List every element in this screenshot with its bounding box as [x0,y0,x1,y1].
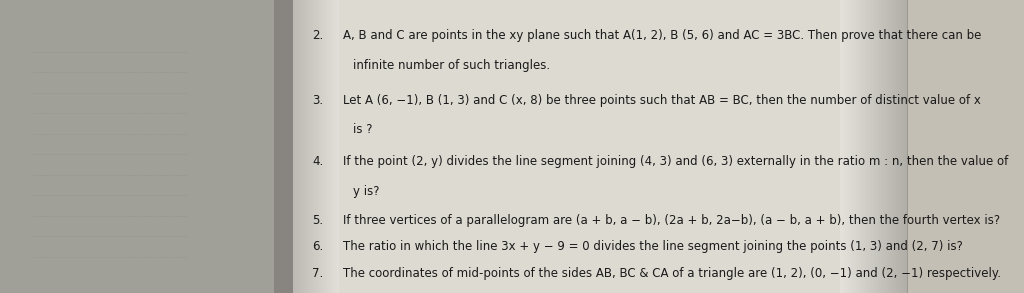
Text: ─────────────────────────────────────: ───────────────────────────────────── [31,234,188,240]
Text: ─────────────────────────────────────: ───────────────────────────────────── [31,111,188,117]
Text: ─────────────────────────────────────: ───────────────────────────────────── [31,193,188,199]
Text: ─────────────────────────────────────: ───────────────────────────────────── [31,70,188,76]
Text: If three vertices of a parallelogram are (a + b, a − b), (2a + b, 2a−b), (a − b,: If three vertices of a parallelogram are… [343,214,1000,227]
Text: ─────────────────────────────────────: ───────────────────────────────────── [31,91,188,97]
Text: ─────────────────────────────────────: ───────────────────────────────────── [31,132,188,138]
FancyBboxPatch shape [274,0,293,293]
FancyBboxPatch shape [0,0,276,293]
Text: The coordinates of mid-points of the sides AB, BC & CA of a triangle are (1, 2),: The coordinates of mid-points of the sid… [343,267,1001,280]
Text: ─────────────────────────────────────: ───────────────────────────────────── [31,152,188,158]
Text: 2.: 2. [312,29,324,42]
Text: is ?: is ? [353,123,373,136]
Text: The ratio in which the line 3x + y − 9 = 0 divides the line segment joining the : The ratio in which the line 3x + y − 9 =… [343,240,963,253]
Text: 7.: 7. [312,267,324,280]
Text: 6.: 6. [312,240,324,253]
Text: infinite number of such triangles.: infinite number of such triangles. [353,59,551,71]
Text: ─────────────────────────────────────: ───────────────────────────────────── [31,255,188,261]
Text: A, B and C are points in the xy plane such that A(1, 2), B (5, 6) and AC = 3BC. : A, B and C are points in the xy plane su… [343,29,981,42]
FancyBboxPatch shape [293,0,907,293]
Text: 5.: 5. [312,214,324,227]
Text: 4.: 4. [312,155,324,168]
FancyBboxPatch shape [901,0,1024,293]
Text: y is?: y is? [353,185,380,197]
Text: Let A (6, −1), B (1, 3) and C (x, 8) be three points such that AB = BC, then the: Let A (6, −1), B (1, 3) and C (x, 8) be … [343,94,981,107]
Text: ─────────────────────────────────────: ───────────────────────────────────── [31,173,188,179]
Text: ─────────────────────────────────────: ───────────────────────────────────── [31,214,188,220]
Text: 3.: 3. [312,94,324,107]
Text: ─────────────────────────────────────: ───────────────────────────────────── [31,50,188,56]
Text: If the point (2, y) divides the line segment joining (4, 3) and (6, 3) externall: If the point (2, y) divides the line seg… [343,155,1009,168]
